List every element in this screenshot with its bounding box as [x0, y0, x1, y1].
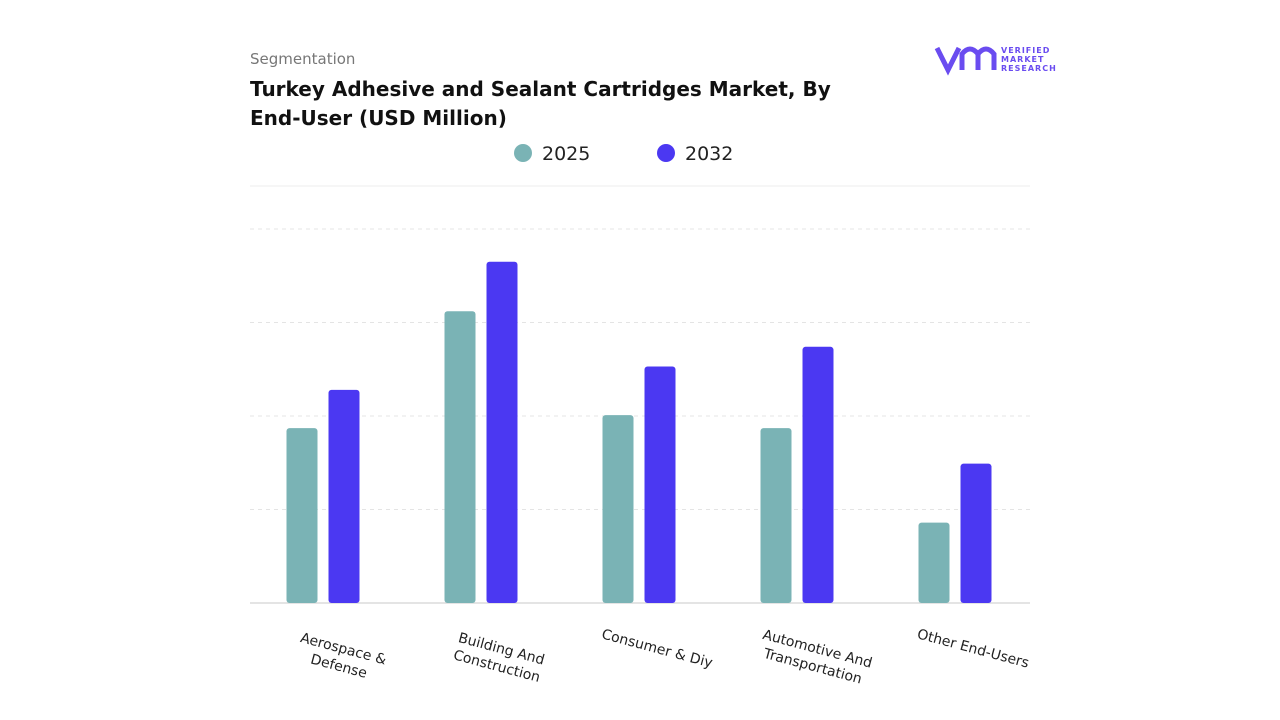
bar: [602, 415, 634, 603]
logo-text: RESEARCH: [1001, 64, 1057, 73]
bar: [486, 261, 518, 603]
legend-marker: [657, 144, 675, 162]
bar: [328, 389, 360, 603]
chart-title: Turkey Adhesive and Sealant Cartridges M…: [250, 77, 831, 130]
bar: [918, 522, 950, 603]
bar: [286, 428, 318, 603]
legend-label: 2025: [542, 143, 590, 165]
bar: [444, 311, 476, 603]
subtitle: Segmentation: [250, 50, 356, 68]
bar: [644, 366, 676, 603]
logo-mark: [934, 46, 997, 76]
legend-label: 2032: [685, 143, 733, 165]
bar: [760, 428, 792, 603]
bar: [960, 463, 992, 603]
legend-marker: [514, 144, 532, 162]
logo-text: VERIFIED: [1001, 46, 1051, 55]
logo-text: MARKET: [1001, 55, 1045, 64]
bar: [802, 346, 834, 603]
